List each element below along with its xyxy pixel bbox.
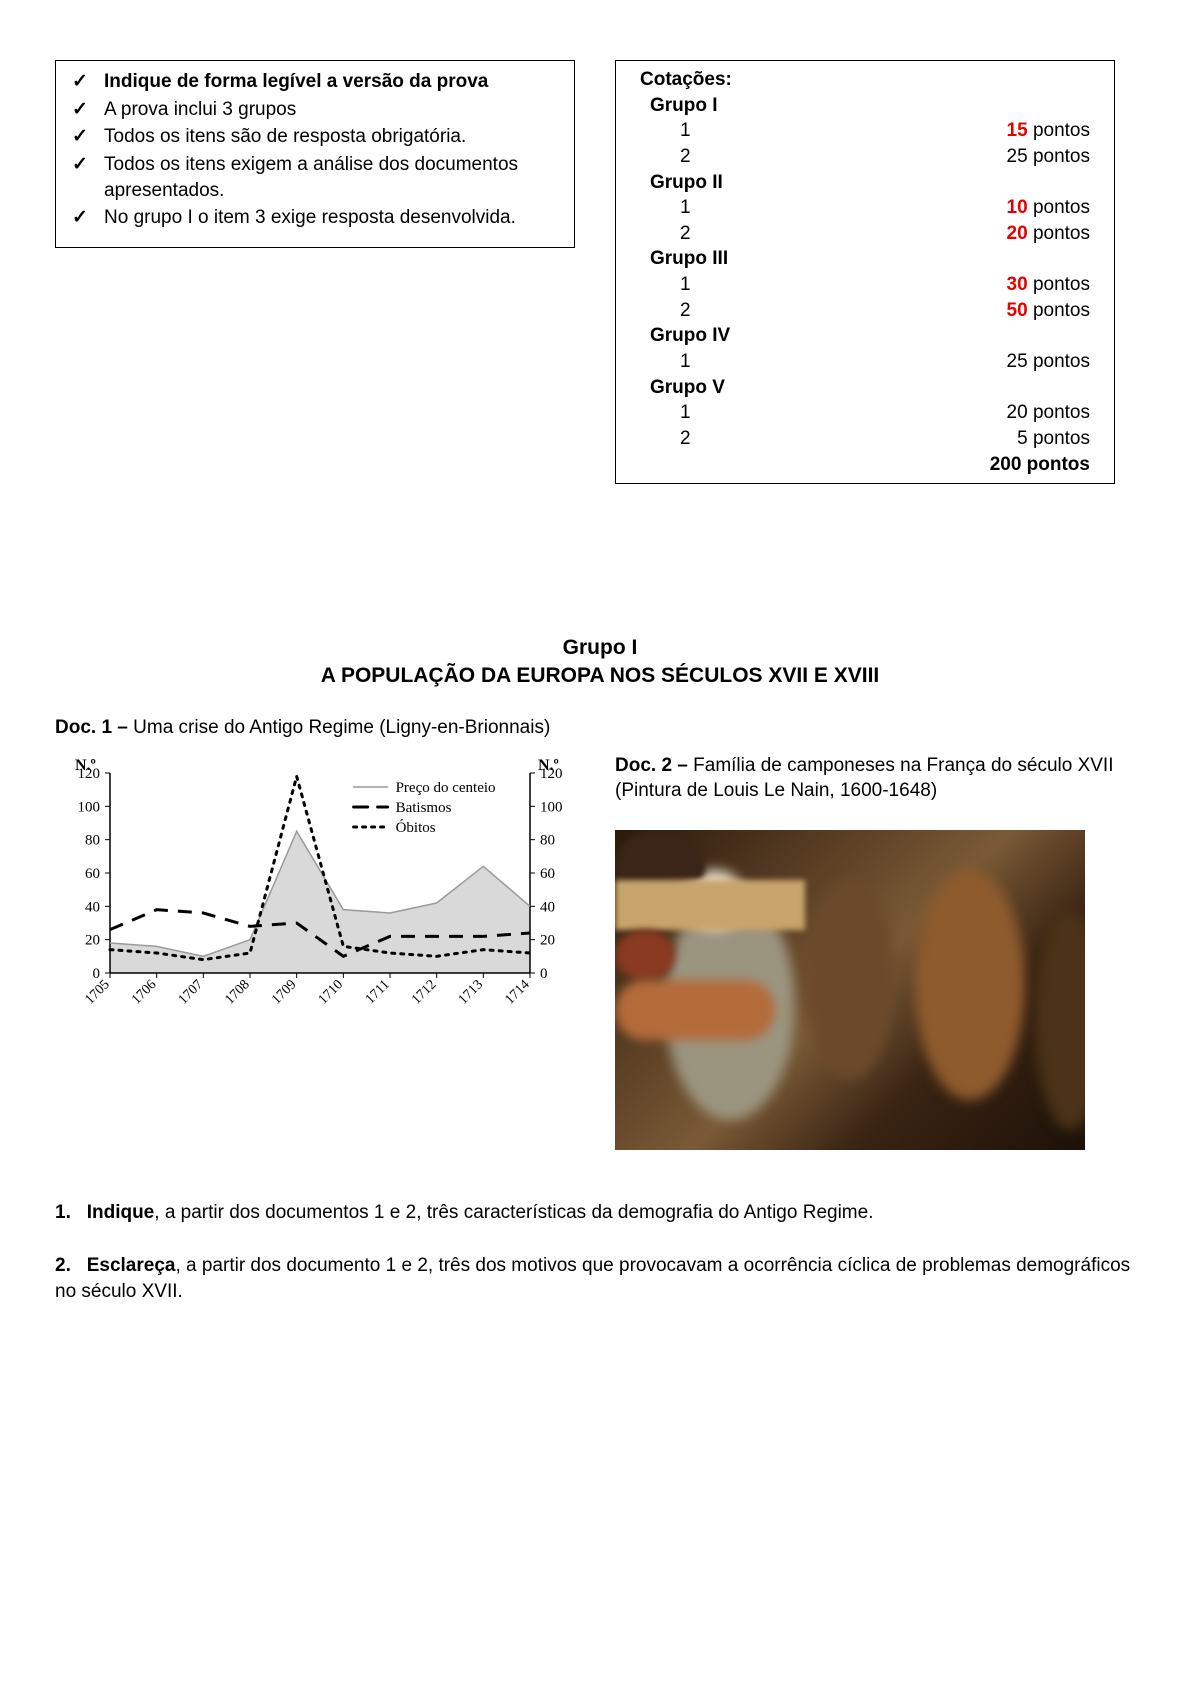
cotacoes-group-label: Grupo III [640,246,728,272]
svg-text:1713: 1713 [456,977,486,1007]
cotacoes-row: 25 pontos [640,426,1090,452]
cotacoes-row: 110 pontos [640,195,1090,221]
cotacoes-row: 220 pontos [640,221,1090,247]
doc2-prefix: Doc. 2 – [615,755,693,776]
question-2: 2. Esclareça, a partir dos documento 1 e… [55,1253,1145,1306]
instruction-item: Indique de forma legível a versão da pro… [70,69,560,95]
q2-rest: , a partir dos documento 1 e 2, três dos… [55,1255,1130,1303]
cotacoes-group-label: Grupo II [640,170,723,196]
questions: 1. Indique, a partir dos documentos 1 e … [55,1200,1145,1306]
svg-text:40: 40 [540,899,555,915]
doc1-prefix: Doc. 1 – [55,717,133,738]
q1-lead: Indique [87,1202,155,1223]
cotacoes-group-label: Grupo IV [640,323,730,349]
instruction-item: A prova inclui 3 grupos [70,97,560,123]
question-1: 1. Indique, a partir dos documentos 1 e … [55,1200,1145,1227]
svg-text:1712: 1712 [409,977,439,1007]
chart-svg: N.ºN.º0020204040606080801001001201201705… [55,753,585,1033]
svg-text:1711: 1711 [363,977,393,1007]
svg-text:120: 120 [78,766,101,782]
cotacoes-row: 250 pontos [640,298,1090,324]
doc2-caption: Doc. 2 – Família de camponeses na França… [615,753,1145,804]
svg-text:1705: 1705 [82,977,112,1007]
group-heading: Grupo I A POPULAÇÃO DA EUROPA NOS SÉCULO… [55,634,1145,689]
instruction-item: Todos os itens são de resposta obrigatór… [70,124,560,150]
q2-num: 2. [55,1255,71,1276]
instruction-item: No grupo I o item 3 exige resposta desen… [70,205,560,231]
instructions-list: Indique de forma legível a versão da pro… [70,69,560,231]
svg-text:20: 20 [540,933,555,949]
chart-container: N.ºN.º0020204040606080801001001201201705… [55,753,585,1033]
cotacoes-row: 120 pontos [640,400,1090,426]
cotacoes-row: 225 pontos [640,144,1090,170]
svg-text:120: 120 [540,766,563,782]
svg-text:80: 80 [540,833,555,849]
group-heading-line2: A POPULAÇÃO DA EUROPA NOS SÉCULOS XVII E… [55,662,1145,689]
svg-text:1709: 1709 [269,977,299,1007]
cotacoes-row: 130 pontos [640,272,1090,298]
cotacoes-group-label: Grupo V [640,375,725,401]
cotacoes-group-label: Grupo I [640,93,718,119]
svg-text:1707: 1707 [176,977,206,1007]
svg-text:1710: 1710 [316,977,346,1007]
svg-text:100: 100 [78,799,101,815]
q2-lead: Esclareça [87,1255,176,1276]
cotacoes-box: Cotações: Grupo I115 pontos225 pontosGru… [615,60,1115,484]
svg-text:1714: 1714 [502,977,532,1007]
svg-text:60: 60 [85,866,100,882]
svg-text:Óbitos: Óbitos [396,819,436,836]
svg-text:100: 100 [540,799,563,815]
svg-text:60: 60 [540,866,555,882]
instructions-box: Indique de forma legível a versão da pro… [55,60,575,248]
instruction-item: Todos os itens exigem a análise dos docu… [70,152,560,203]
cotacoes-row: 125 pontos [640,349,1090,375]
doc1-caption: Doc. 1 – Uma crise do Antigo Regime (Lig… [55,717,1145,739]
painting-placeholder [615,830,1085,1150]
cotacoes-row: 115 pontos [640,118,1090,144]
group-heading-line1: Grupo I [55,634,1145,661]
q1-num: 1. [55,1202,71,1223]
svg-text:0: 0 [540,966,548,982]
cotacoes-total: 200 pontos [640,452,1090,478]
svg-text:20: 20 [85,933,100,949]
svg-text:Preço do centeio: Preço do centeio [396,780,496,796]
svg-text:40: 40 [85,899,100,915]
doc1-text: Uma crise do Antigo Regime (Ligny-en-Bri… [133,717,550,738]
svg-text:80: 80 [85,833,100,849]
q1-rest: , a partir dos documentos 1 e 2, três ca… [154,1202,873,1223]
svg-text:Batismos: Batismos [396,800,452,816]
svg-text:1706: 1706 [129,977,159,1007]
cotacoes-title: Cotações: [640,67,732,93]
svg-text:1708: 1708 [222,977,252,1007]
